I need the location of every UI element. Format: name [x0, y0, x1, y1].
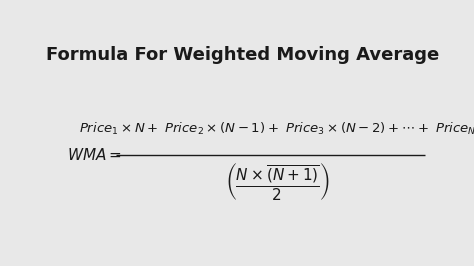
Text: $\mathit{WMA} =$: $\mathit{WMA} =$ — [66, 147, 121, 163]
Text: $\mathit{Price}_1 \times N +\ \mathit{Price}_2 \times (N-1) +\ \mathit{Price}_3 : $\mathit{Price}_1 \times N +\ \mathit{Pr… — [79, 121, 474, 138]
Text: Formula For Weighted Moving Average: Formula For Weighted Moving Average — [46, 46, 439, 64]
Text: $\left(\dfrac{N \times \overline{(N+1)}}{2}\right)$: $\left(\dfrac{N \times \overline{(N+1)}}… — [225, 161, 330, 202]
